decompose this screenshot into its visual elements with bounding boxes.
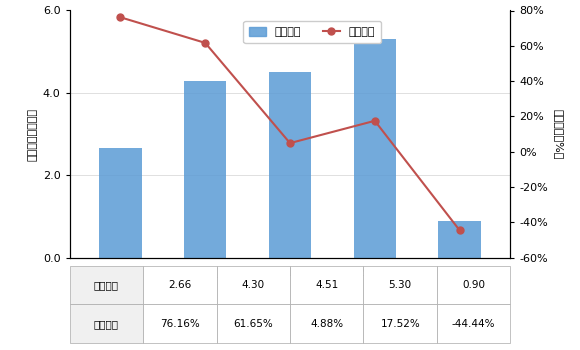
Bar (354, 39, 396, 258)
Y-axis label: 同比增长（%）: 同比增长（%） (554, 109, 564, 159)
Bar (269, 72, 311, 258)
Y-axis label: 进口数量（万吨）: 进口数量（万吨） (27, 107, 37, 161)
Bar (184, 80, 226, 258)
Legend: 进口数量, 同比增长: 进口数量, 同比增长 (244, 21, 380, 43)
Bar (438, 220, 481, 258)
Bar (99, 148, 142, 258)
